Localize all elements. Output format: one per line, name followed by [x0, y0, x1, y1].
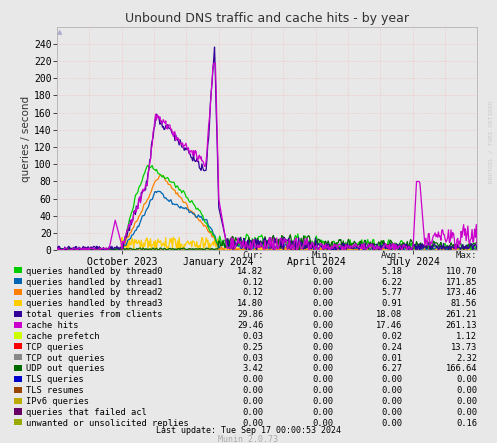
- Text: 0.00: 0.00: [312, 354, 333, 362]
- Text: queries handled by thread1: queries handled by thread1: [26, 278, 163, 287]
- Text: Min:: Min:: [312, 251, 333, 260]
- Text: Max:: Max:: [456, 251, 477, 260]
- Text: 171.85: 171.85: [446, 278, 477, 287]
- Text: 0.00: 0.00: [456, 386, 477, 395]
- Text: 0.00: 0.00: [243, 419, 263, 427]
- Text: 261.21: 261.21: [446, 310, 477, 319]
- Text: 29.86: 29.86: [237, 310, 263, 319]
- Text: 0.91: 0.91: [382, 299, 403, 308]
- Text: 0.02: 0.02: [382, 332, 403, 341]
- Text: 14.82: 14.82: [237, 267, 263, 276]
- Text: 0.00: 0.00: [312, 343, 333, 352]
- Text: 166.64: 166.64: [446, 365, 477, 373]
- Text: 29.46: 29.46: [237, 321, 263, 330]
- Text: 0.00: 0.00: [382, 408, 403, 417]
- Text: 0.25: 0.25: [243, 343, 263, 352]
- Text: 0.00: 0.00: [312, 321, 333, 330]
- Text: 0.00: 0.00: [456, 408, 477, 417]
- Text: Last update: Tue Sep 17 00:00:53 2024: Last update: Tue Sep 17 00:00:53 2024: [156, 426, 341, 435]
- Text: 0.00: 0.00: [382, 386, 403, 395]
- Text: 3.42: 3.42: [243, 365, 263, 373]
- Text: 110.70: 110.70: [446, 267, 477, 276]
- Text: 0.00: 0.00: [312, 386, 333, 395]
- Text: 0.16: 0.16: [456, 419, 477, 427]
- Text: 14.80: 14.80: [237, 299, 263, 308]
- Text: total queries from clients: total queries from clients: [26, 310, 163, 319]
- Text: TLS resumes: TLS resumes: [26, 386, 83, 395]
- Text: 0.00: 0.00: [312, 408, 333, 417]
- Title: Unbound DNS traffic and cache hits - by year: Unbound DNS traffic and cache hits - by …: [125, 12, 409, 25]
- Text: cache prefetch: cache prefetch: [26, 332, 99, 341]
- Text: RRDTOOL / TOBI OETIKER: RRDTOOL / TOBI OETIKER: [489, 101, 494, 183]
- Text: 0.00: 0.00: [243, 408, 263, 417]
- Text: queries handled by thread3: queries handled by thread3: [26, 299, 163, 308]
- Text: 173.46: 173.46: [446, 288, 477, 297]
- Text: Cur:: Cur:: [242, 251, 263, 260]
- Text: 0.00: 0.00: [456, 375, 477, 384]
- Text: IPv6 queries: IPv6 queries: [26, 397, 89, 406]
- Text: TCP queries: TCP queries: [26, 343, 83, 352]
- Text: 0.00: 0.00: [382, 419, 403, 427]
- Text: cache hits: cache hits: [26, 321, 79, 330]
- Text: 6.22: 6.22: [382, 278, 403, 287]
- Text: 5.18: 5.18: [382, 267, 403, 276]
- Text: Munin 2.0.73: Munin 2.0.73: [219, 435, 278, 443]
- Text: queries handled by thread0: queries handled by thread0: [26, 267, 163, 276]
- Text: 0.00: 0.00: [312, 419, 333, 427]
- Text: 0.00: 0.00: [312, 310, 333, 319]
- Text: TCP out queries: TCP out queries: [26, 354, 104, 362]
- Text: 0.00: 0.00: [243, 386, 263, 395]
- Text: 0.00: 0.00: [456, 397, 477, 406]
- Text: ▲: ▲: [57, 29, 63, 35]
- Text: 0.12: 0.12: [243, 288, 263, 297]
- Text: 0.00: 0.00: [243, 375, 263, 384]
- Text: 0.00: 0.00: [312, 397, 333, 406]
- Text: queries handled by thread2: queries handled by thread2: [26, 288, 163, 297]
- Text: 18.08: 18.08: [376, 310, 403, 319]
- Text: 0.00: 0.00: [312, 267, 333, 276]
- Text: 0.00: 0.00: [312, 299, 333, 308]
- Text: UDP out queries: UDP out queries: [26, 365, 104, 373]
- Text: 0.03: 0.03: [243, 354, 263, 362]
- Text: 1.12: 1.12: [456, 332, 477, 341]
- Text: 2.32: 2.32: [456, 354, 477, 362]
- Text: 81.56: 81.56: [451, 299, 477, 308]
- Text: 0.00: 0.00: [312, 278, 333, 287]
- Text: 0.00: 0.00: [312, 332, 333, 341]
- Text: 0.00: 0.00: [243, 397, 263, 406]
- Text: 0.03: 0.03: [243, 332, 263, 341]
- Text: 6.27: 6.27: [382, 365, 403, 373]
- Text: TLS queries: TLS queries: [26, 375, 83, 384]
- Text: 0.12: 0.12: [243, 278, 263, 287]
- Text: 0.01: 0.01: [382, 354, 403, 362]
- Y-axis label: queries / second: queries / second: [21, 95, 31, 182]
- Text: unwanted or unsolicited replies: unwanted or unsolicited replies: [26, 419, 188, 427]
- Text: 0.00: 0.00: [312, 375, 333, 384]
- Text: 0.00: 0.00: [382, 397, 403, 406]
- Text: 0.00: 0.00: [312, 288, 333, 297]
- Text: 261.13: 261.13: [446, 321, 477, 330]
- Text: 0.00: 0.00: [312, 365, 333, 373]
- Text: queries that failed acl: queries that failed acl: [26, 408, 147, 417]
- Text: Avg:: Avg:: [381, 251, 403, 260]
- Text: 17.46: 17.46: [376, 321, 403, 330]
- Text: 0.00: 0.00: [382, 375, 403, 384]
- Text: 0.24: 0.24: [382, 343, 403, 352]
- Text: 5.77: 5.77: [382, 288, 403, 297]
- Text: 13.73: 13.73: [451, 343, 477, 352]
